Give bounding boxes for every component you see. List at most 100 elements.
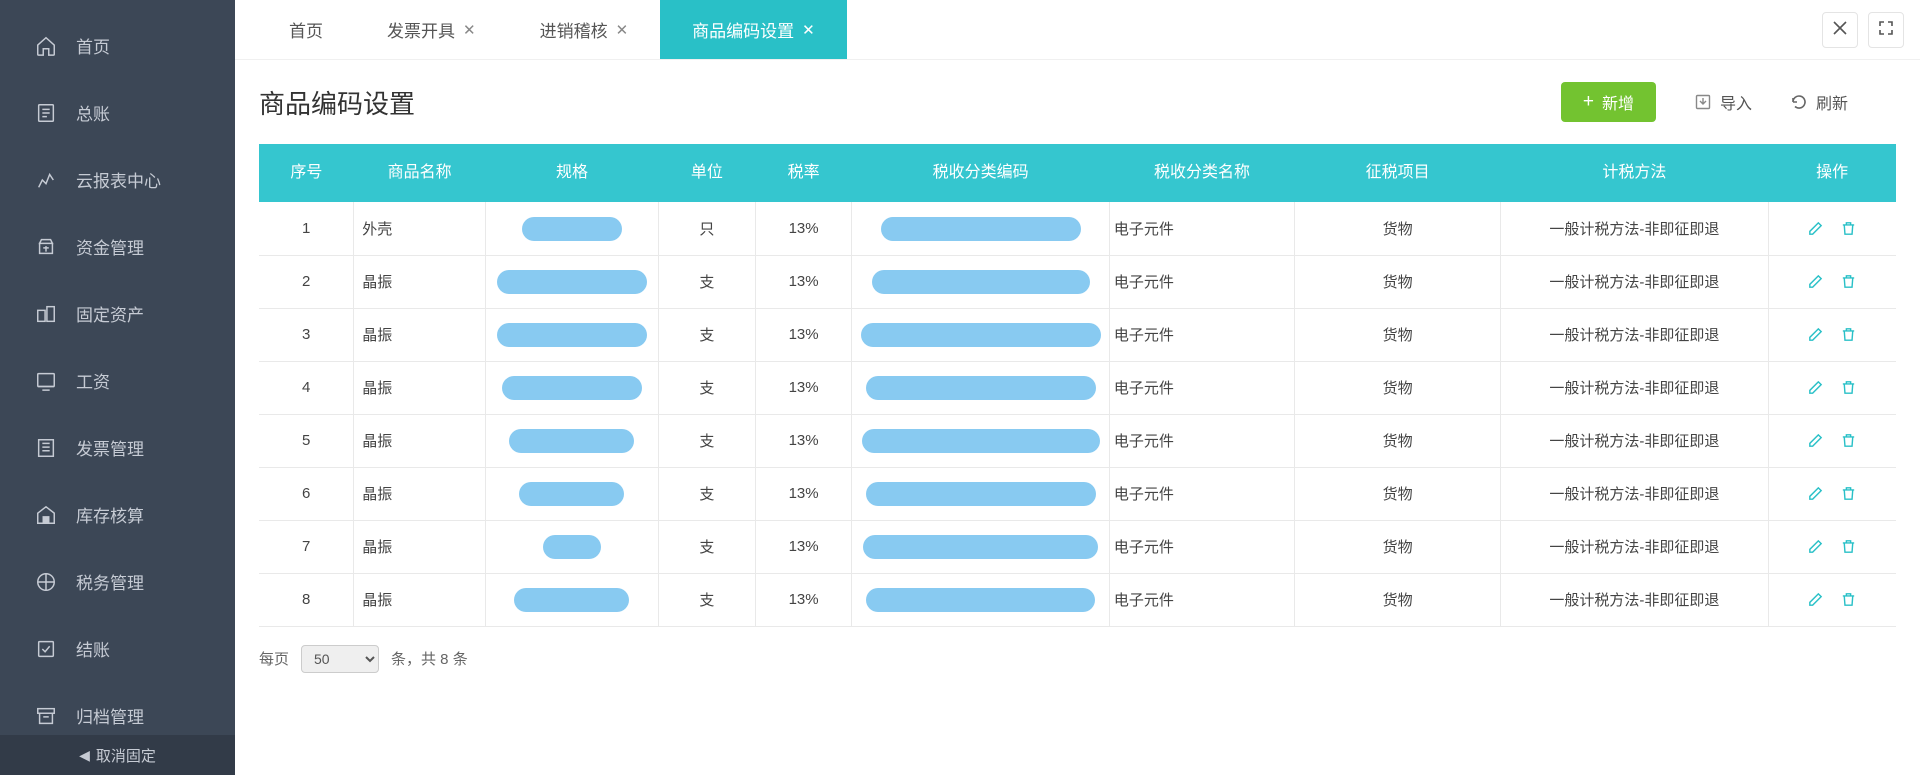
cell-name: 晶振: [354, 361, 486, 414]
sidebar-unpin[interactable]: ◀ 取消固定: [0, 735, 235, 775]
cell-code: [852, 361, 1109, 414]
cell-seq: 7: [259, 520, 354, 573]
tab-label: 商品编码设置: [692, 17, 794, 42]
sidebar-item-label: 总账: [76, 100, 110, 125]
sidebar-item-stock[interactable]: 库存核算: [0, 481, 235, 548]
tab[interactable]: 发票开具 ✕: [355, 0, 508, 59]
cell-spec: [486, 361, 659, 414]
delete-icon[interactable]: [1840, 432, 1857, 449]
cell-ops: [1768, 361, 1896, 414]
delete-icon[interactable]: [1840, 538, 1857, 555]
cell-method: 一般计税方法-非即征即退: [1501, 202, 1769, 255]
table-row: 2晶振支13%电子元件货物一般计税方法-非即征即退: [259, 255, 1896, 308]
cell-spec: [486, 255, 659, 308]
sidebar-item-invoice[interactable]: 发票管理: [0, 414, 235, 481]
page-size-select[interactable]: 50: [301, 645, 379, 673]
table-header-cell: 税收分类编码: [852, 144, 1109, 202]
edit-icon[interactable]: [1807, 591, 1824, 608]
sidebar-item-ledger[interactable]: 总账: [0, 79, 235, 146]
tab-close-icon[interactable]: ✕: [616, 21, 629, 39]
tab[interactable]: 进销稽核✕: [508, 0, 661, 59]
cell-seq: 1: [259, 202, 354, 255]
table-row: 1外壳只13%电子元件货物一般计税方法-非即征即退: [259, 202, 1896, 255]
cell-unit: 支: [658, 308, 755, 361]
cell-rate: 13%: [755, 255, 852, 308]
cell-method: 一般计税方法-非即征即退: [1501, 467, 1769, 520]
edit-icon[interactable]: [1807, 485, 1824, 502]
pagination: 每页 50 条，共 8 条: [235, 627, 1920, 673]
table-header-cell: 单位: [658, 144, 755, 202]
sidebar-item-fund[interactable]: 资金管理: [0, 213, 235, 280]
import-label: 导入: [1720, 90, 1752, 114]
sidebar-item-label: 云报表中心: [76, 167, 161, 192]
cell-unit: 支: [658, 573, 755, 626]
cell-code: [852, 414, 1109, 467]
sidebar-item-report[interactable]: 云报表中心: [0, 146, 235, 213]
add-button[interactable]: 新增: [1561, 82, 1656, 122]
sidebar-item-salary[interactable]: 工资: [0, 347, 235, 414]
edit-icon[interactable]: [1807, 432, 1824, 449]
sidebar-item-close-book[interactable]: 结账: [0, 615, 235, 682]
cell-ops: [1768, 414, 1896, 467]
page-title: 商品编码设置: [259, 84, 415, 121]
table-row: 5晶振支13%电子元件货物一般计税方法-非即征即退: [259, 414, 1896, 467]
fullscreen-button[interactable]: [1868, 12, 1904, 48]
cell-ops: [1768, 255, 1896, 308]
cell-class: 电子元件: [1109, 255, 1294, 308]
tab-close-icon[interactable]: ✕: [463, 21, 476, 39]
report-icon: [34, 169, 58, 191]
delete-icon[interactable]: [1840, 379, 1857, 396]
cell-ops: [1768, 573, 1896, 626]
edit-icon[interactable]: [1807, 538, 1824, 555]
delete-icon[interactable]: [1840, 591, 1857, 608]
cell-project: 货物: [1295, 255, 1501, 308]
tab-label: 发票开具: [387, 17, 455, 42]
sidebar-item-asset[interactable]: 固定资产: [0, 280, 235, 347]
cell-project: 货物: [1295, 573, 1501, 626]
cell-class: 电子元件: [1109, 520, 1294, 573]
tab[interactable]: 首页: [257, 0, 355, 59]
delete-icon[interactable]: [1840, 326, 1857, 343]
tab[interactable]: 商品编码设置 ✕: [660, 0, 847, 59]
sidebar-item-label: 首页: [76, 33, 110, 58]
delete-icon[interactable]: [1840, 220, 1857, 237]
pager-suffix: 条，共 8 条: [391, 648, 468, 669]
cell-unit: 支: [658, 255, 755, 308]
sidebar-item-home[interactable]: 首页: [0, 12, 235, 79]
cell-rate: 13%: [755, 202, 852, 255]
cell-spec: [486, 308, 659, 361]
cell-class: 电子元件: [1109, 361, 1294, 414]
tab-label: 首页: [289, 17, 323, 42]
sidebar-item-tax[interactable]: 税务管理: [0, 548, 235, 615]
table-row: 4晶振支13%电子元件货物一般计税方法-非即征即退: [259, 361, 1896, 414]
import-button[interactable]: 导入: [1694, 90, 1752, 114]
tab-close-icon[interactable]: ✕: [802, 21, 815, 39]
cell-seq: 4: [259, 361, 354, 414]
close-button[interactable]: [1822, 12, 1858, 48]
edit-icon[interactable]: [1807, 326, 1824, 343]
ledger-icon: [34, 102, 58, 124]
cell-name: 晶振: [354, 573, 486, 626]
refresh-icon: [1790, 93, 1808, 111]
cell-rate: 13%: [755, 361, 852, 414]
sidebar-item-label: 税务管理: [76, 569, 144, 594]
salary-icon: [34, 370, 58, 392]
delete-icon[interactable]: [1840, 273, 1857, 290]
delete-icon[interactable]: [1840, 485, 1857, 502]
cell-method: 一般计税方法-非即征即退: [1501, 573, 1769, 626]
cell-method: 一般计税方法-非即征即退: [1501, 255, 1769, 308]
edit-icon[interactable]: [1807, 273, 1824, 290]
fullscreen-icon: [1878, 20, 1894, 41]
cell-unit: 支: [658, 361, 755, 414]
close-icon: [1832, 20, 1848, 41]
cell-name: 晶振: [354, 308, 486, 361]
cell-ops: [1768, 520, 1896, 573]
edit-icon[interactable]: [1807, 220, 1824, 237]
cell-spec: [486, 573, 659, 626]
sidebar-item-label: 工资: [76, 368, 110, 393]
edit-icon[interactable]: [1807, 379, 1824, 396]
refresh-button[interactable]: 刷新: [1790, 90, 1848, 114]
cell-class: 电子元件: [1109, 414, 1294, 467]
cell-project: 货物: [1295, 202, 1501, 255]
table-row: 8晶振支13%电子元件货物一般计税方法-非即征即退: [259, 573, 1896, 626]
